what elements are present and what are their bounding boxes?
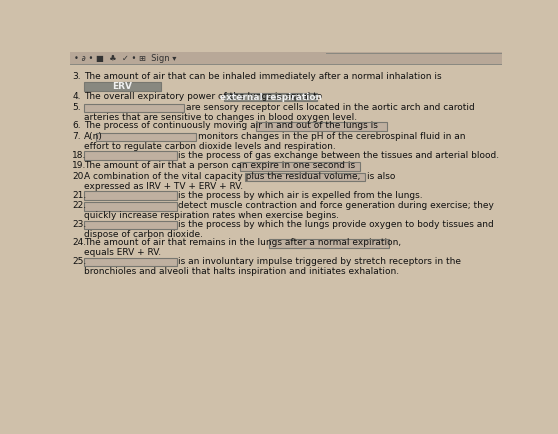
Text: 18.: 18. <box>72 151 86 160</box>
Text: 24.: 24. <box>72 238 86 247</box>
Text: monitors changes in the pH of the cerebrospinal fluid in an: monitors changes in the pH of the cerebr… <box>198 132 465 141</box>
Text: A combination of the vital capacity plus the residual volume,: A combination of the vital capacity plus… <box>84 172 360 181</box>
Bar <box>245 173 365 181</box>
Text: expressed as IRV + TV + ERV + RV.: expressed as IRV + TV + ERV + RV. <box>84 182 243 191</box>
Bar <box>256 122 387 131</box>
Bar <box>84 191 177 200</box>
Text: 20.: 20. <box>72 172 86 181</box>
Text: arteries that are sensitive to changes in blood oxygen level.: arteries that are sensitive to changes i… <box>84 113 357 122</box>
Text: quickly increase respiration rates when exercise begins.: quickly increase respiration rates when … <box>84 211 339 220</box>
Text: • ∂ • ■  ♣  ✓ • ⊞  Sign ▾: • ∂ • ■ ♣ ✓ • ⊞ Sign ▾ <box>74 54 177 63</box>
Text: 3.: 3. <box>72 72 81 81</box>
Bar <box>84 151 177 160</box>
Bar <box>224 93 317 102</box>
Bar <box>84 82 161 91</box>
Text: 23.: 23. <box>72 220 86 229</box>
Text: A(n): A(n) <box>84 132 103 141</box>
Text: external respiration: external respiration <box>220 92 321 102</box>
Bar <box>84 202 177 210</box>
Text: 7.: 7. <box>72 132 81 141</box>
Text: is also: is also <box>367 172 395 181</box>
Text: 19.: 19. <box>72 161 86 171</box>
Text: ERV: ERV <box>113 82 132 91</box>
Bar <box>240 162 360 171</box>
Text: 4.: 4. <box>72 92 80 101</box>
Text: 22.: 22. <box>72 201 86 210</box>
Bar <box>96 133 196 141</box>
Text: 25.: 25. <box>72 257 86 266</box>
Text: The amount of air that can be inhaled immediately after a normal inhalation is: The amount of air that can be inhaled im… <box>84 72 441 81</box>
Text: The amount of air that a person can expire in one second is: The amount of air that a person can expi… <box>84 161 355 171</box>
Text: bronchioles and alveoli that halts inspiration and initiates exhalation.: bronchioles and alveoli that halts inspi… <box>84 267 399 276</box>
Text: The process of continuously moving air in and out of the lungs is: The process of continuously moving air i… <box>84 122 378 130</box>
Bar <box>268 239 389 248</box>
Text: 5.: 5. <box>72 103 81 112</box>
Bar <box>84 104 185 112</box>
Bar <box>84 221 177 229</box>
Bar <box>84 258 177 266</box>
Text: is the process of gas exchange between the tissues and arterial blood.: is the process of gas exchange between t… <box>178 151 499 160</box>
Text: is the process by which air is expelled from the lungs.: is the process by which air is expelled … <box>178 191 423 200</box>
Text: 6.: 6. <box>72 122 81 130</box>
Bar <box>70 52 502 64</box>
Text: The overall expiratory power of the lungs is equal to: The overall expiratory power of the lung… <box>84 92 322 101</box>
Text: The amount of air that remains in the lungs after a normal expiration,: The amount of air that remains in the lu… <box>84 238 401 247</box>
Text: detect muscle contraction and force generation during exercise; they: detect muscle contraction and force gene… <box>178 201 494 210</box>
Text: is the process by which the lungs provide oxygen to body tissues and: is the process by which the lungs provid… <box>178 220 494 229</box>
Text: are sensory receptor cells located in the aortic arch and carotid: are sensory receptor cells located in th… <box>186 103 475 112</box>
Text: 21.: 21. <box>72 191 86 200</box>
Text: is an involuntary impulse triggered by stretch receptors in the: is an involuntary impulse triggered by s… <box>178 257 461 266</box>
Text: effort to regulate carbon dioxide levels and respiration.: effort to regulate carbon dioxide levels… <box>84 142 335 151</box>
Text: dispose of carbon dioxide.: dispose of carbon dioxide. <box>84 230 203 239</box>
Text: equals ERV + RV.: equals ERV + RV. <box>84 248 161 257</box>
